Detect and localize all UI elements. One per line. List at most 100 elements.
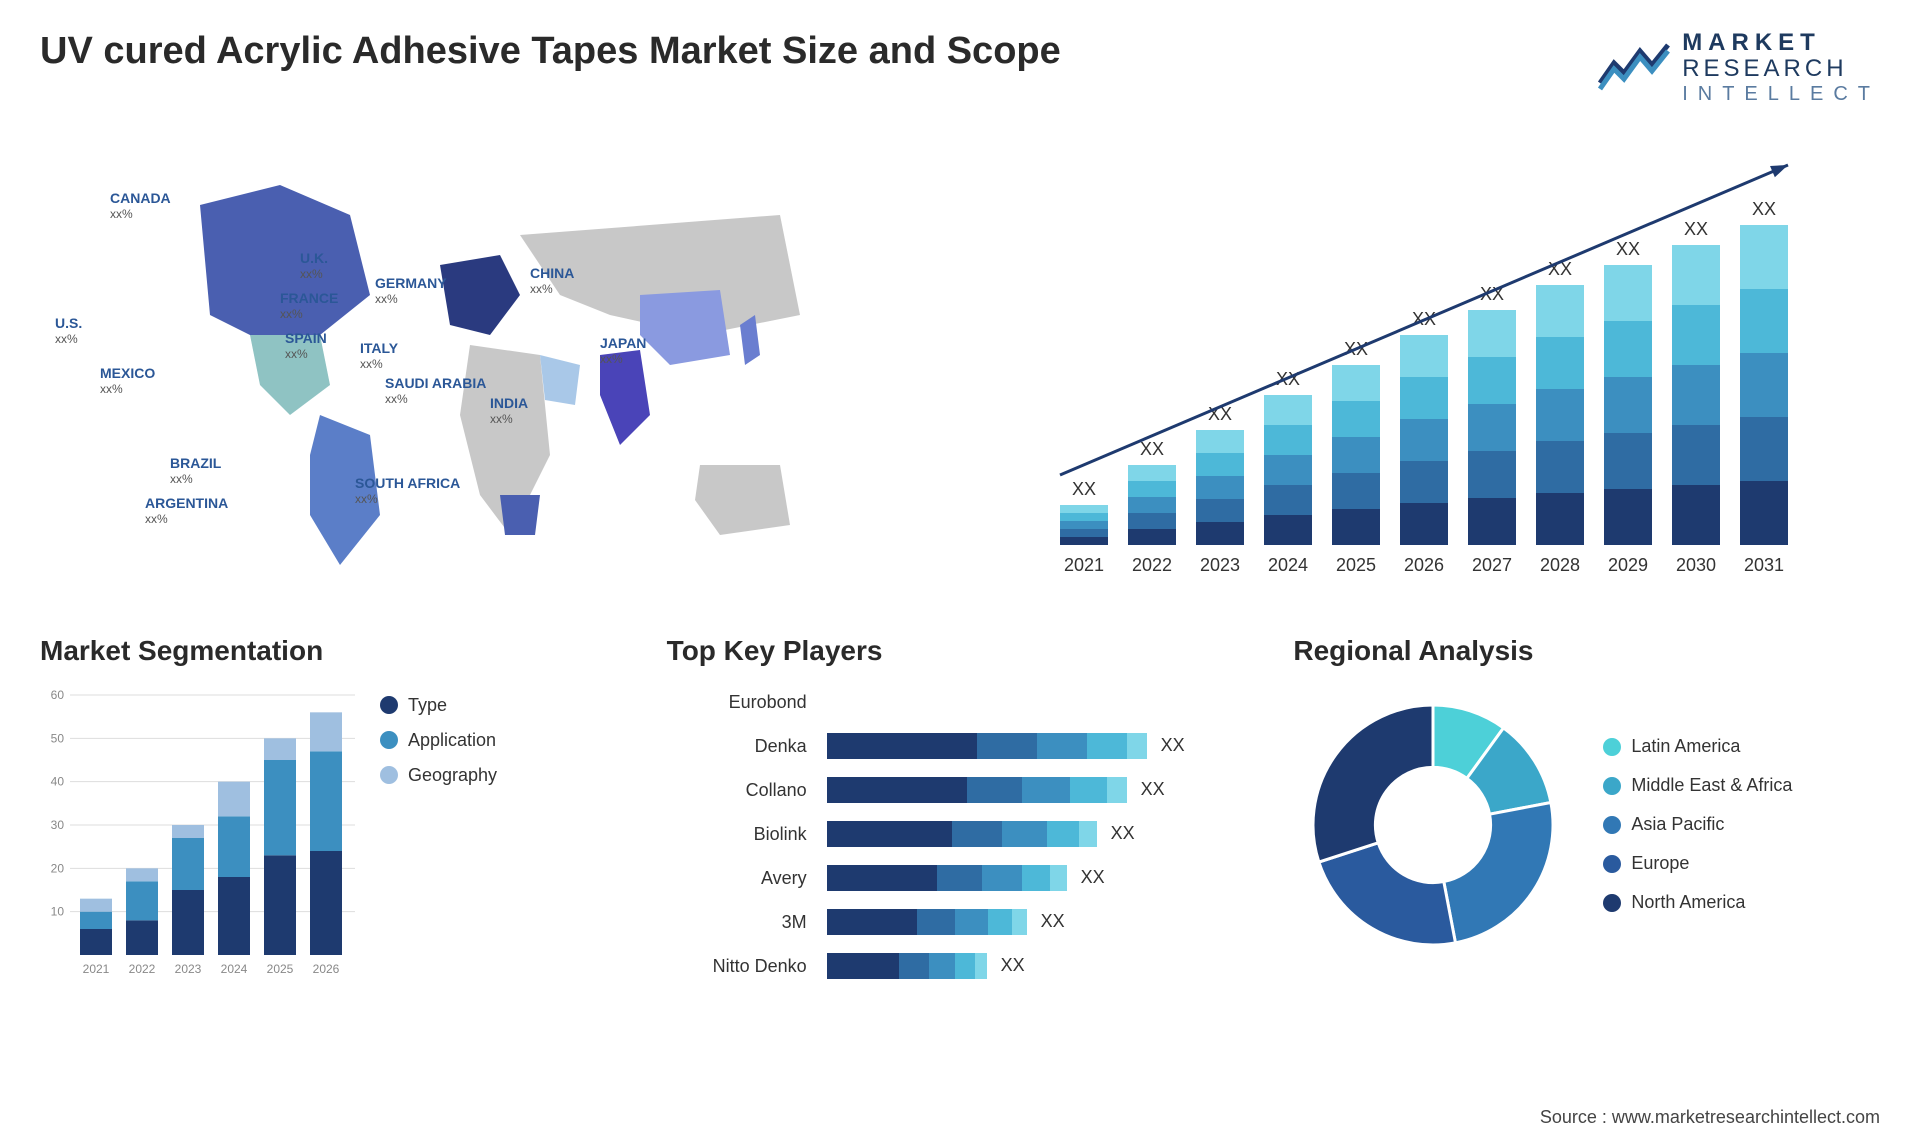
svg-text:XX: XX <box>1752 199 1776 219</box>
svg-text:2028: 2028 <box>1540 555 1580 575</box>
legend-swatch <box>1603 816 1621 834</box>
legend-swatch <box>1603 777 1621 795</box>
player-value: XX <box>1081 867 1105 888</box>
bar-segment <box>1022 865 1050 891</box>
bar-segment <box>982 865 1022 891</box>
svg-text:2023: 2023 <box>175 962 202 976</box>
bar-segment <box>917 909 955 935</box>
player-name: Eurobond <box>729 689 807 715</box>
map-label: ITALYxx% <box>360 340 398 371</box>
legend-label: Middle East & Africa <box>1631 775 1792 796</box>
bar-segment <box>1050 865 1067 891</box>
map-label: CHINAxx% <box>530 265 574 296</box>
player-name: Collano <box>746 777 807 803</box>
bar-segment <box>975 953 987 979</box>
player-name: Nitto Denko <box>713 953 807 979</box>
bar-segment <box>1012 909 1027 935</box>
player-bar <box>827 953 987 979</box>
bar-segment <box>827 909 917 935</box>
bar-segment <box>955 953 975 979</box>
players-section: Top Key Players EurobondDenkaCollanoBiol… <box>667 635 1254 985</box>
bar-segment <box>827 865 937 891</box>
svg-text:10: 10 <box>51 904 65 918</box>
legend-label: Latin America <box>1631 736 1740 757</box>
map-label: MEXICOxx% <box>100 365 155 396</box>
player-bar <box>827 777 1127 803</box>
map-label: JAPANxx% <box>600 335 646 366</box>
bar-segment <box>1127 733 1147 759</box>
logo-line2: RESEARCH <box>1682 56 1880 82</box>
svg-text:2021: 2021 <box>1064 555 1104 575</box>
legend-item: North America <box>1603 892 1792 913</box>
player-bar <box>827 821 1097 847</box>
svg-text:2022: 2022 <box>129 962 156 976</box>
bar-segment <box>977 733 1037 759</box>
legend-item: Latin America <box>1603 736 1792 757</box>
map-label: INDIAxx% <box>490 395 528 426</box>
regional-legend: Latin America Middle East & Africa Asia Pa… <box>1603 736 1792 913</box>
svg-text:2021: 2021 <box>83 962 110 976</box>
legend-label: North America <box>1631 892 1745 913</box>
map-label: CANADAxx% <box>110 190 171 221</box>
legend-label: Application <box>408 730 496 751</box>
top-row: CANADAxx%U.S.xx%MEXICOxx%BRAZILxx%ARGENT… <box>40 135 1880 595</box>
legend-item: Type <box>380 695 497 716</box>
player-value: XX <box>1111 823 1135 844</box>
player-bar-row: XX <box>827 733 1254 759</box>
legend-item: Asia Pacific <box>1603 814 1792 835</box>
svg-text:2026: 2026 <box>313 962 340 976</box>
bar-segment <box>929 953 955 979</box>
map-label: SAUDI ARABIAxx% <box>385 375 486 406</box>
svg-text:2024: 2024 <box>221 962 248 976</box>
svg-text:2025: 2025 <box>1336 555 1376 575</box>
logo-line3: INTELLECT <box>1682 83 1880 105</box>
svg-text:XX: XX <box>1072 479 1096 499</box>
player-value: XX <box>1141 779 1165 800</box>
bar-segment <box>1002 821 1047 847</box>
svg-text:2023: 2023 <box>1200 555 1240 575</box>
brand-logo: MARKET RESEARCH INTELLECT <box>1598 30 1880 105</box>
player-bar-row: XX <box>827 777 1254 803</box>
legend-label: Asia Pacific <box>1631 814 1724 835</box>
header: UV cured Acrylic Adhesive Tapes Market S… <box>40 30 1880 105</box>
regional-section: Regional Analysis Latin America Middle Ea… <box>1293 635 1880 985</box>
legend-label: Europe <box>1631 853 1689 874</box>
player-bar-row: XX <box>827 909 1254 935</box>
legend-item: Europe <box>1603 853 1792 874</box>
bar-segment <box>1022 777 1070 803</box>
svg-text:XX: XX <box>1684 219 1708 239</box>
bar-segment <box>1047 821 1079 847</box>
logo-icon <box>1598 39 1670 95</box>
player-bar-row: XX <box>827 821 1254 847</box>
svg-text:XX: XX <box>1140 439 1164 459</box>
svg-text:2029: 2029 <box>1608 555 1648 575</box>
regional-title: Regional Analysis <box>1293 635 1880 667</box>
map-label: GERMANYxx% <box>375 275 447 306</box>
growth-chart: XX2021XX2022XX2023XX2024XX2025XX2026XX20… <box>980 135 1880 595</box>
page-title: UV cured Acrylic Adhesive Tapes Market S… <box>40 30 1061 73</box>
svg-text:2026: 2026 <box>1404 555 1444 575</box>
player-name: 3M <box>782 909 807 935</box>
player-bar <box>827 909 1027 935</box>
map-label: U.K.xx% <box>300 250 328 281</box>
players-title: Top Key Players <box>667 635 1254 667</box>
bar-segment <box>1079 821 1097 847</box>
player-bar-row: XX <box>827 865 1254 891</box>
segmentation-legend: Type Application Geography <box>380 695 497 786</box>
map-label: ARGENTINAxx% <box>145 495 228 526</box>
svg-text:XX: XX <box>1616 239 1640 259</box>
player-bar <box>827 733 1147 759</box>
bar-segment <box>827 953 899 979</box>
source-line: Source : www.marketresearchintellect.com <box>1540 1107 1880 1128</box>
bar-segment <box>1070 777 1107 803</box>
svg-text:60: 60 <box>51 688 65 702</box>
legend-swatch <box>1603 894 1621 912</box>
svg-text:2024: 2024 <box>1268 555 1308 575</box>
player-name: Biolink <box>754 821 807 847</box>
players-labels: EurobondDenkaCollanoBiolinkAvery3MNitto … <box>667 685 807 979</box>
legend-label: Geography <box>408 765 497 786</box>
world-map-panel: CANADAxx%U.S.xx%MEXICOxx%BRAZILxx%ARGENT… <box>40 135 940 595</box>
map-label: SOUTH AFRICAxx% <box>355 475 460 506</box>
bar-segment <box>967 777 1022 803</box>
legend-swatch <box>1603 855 1621 873</box>
